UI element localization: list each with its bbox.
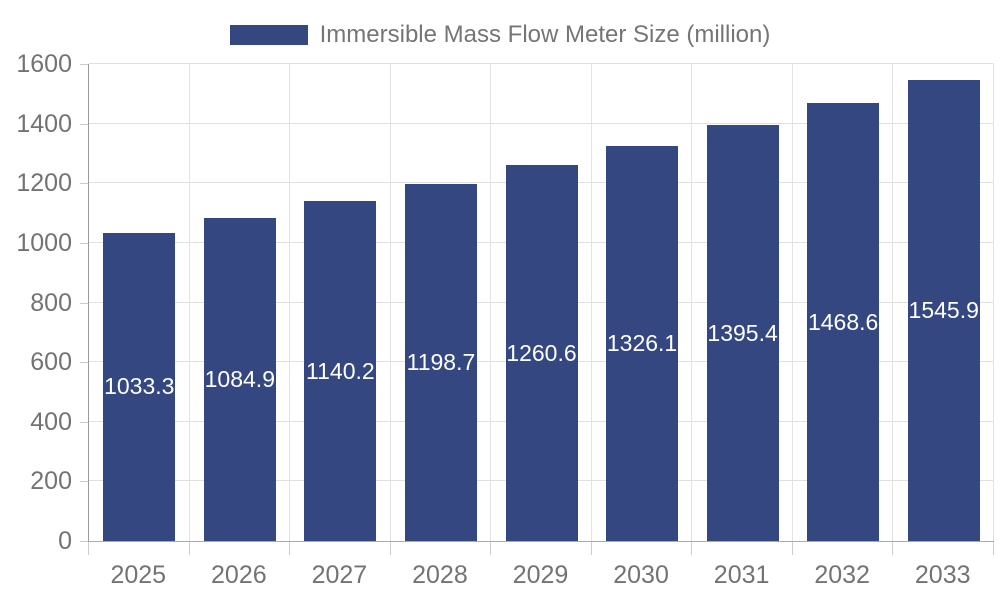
- x-gridline: [289, 64, 291, 541]
- x-axis-tick: [892, 542, 894, 555]
- x-axis-tick: [389, 542, 391, 555]
- y-tick-label: 400: [30, 407, 72, 436]
- y-tick-label: 200: [30, 467, 72, 496]
- y-axis-tick: [80, 183, 88, 185]
- x-axis-tick: [289, 542, 291, 555]
- legend-label: Immersible Mass Flow Meter Size (million…: [319, 21, 771, 48]
- bar-value-label: 1545.9: [908, 297, 979, 324]
- y-axis-tick: [80, 302, 88, 304]
- y-axis-tick: [80, 123, 88, 125]
- x-axis-tick: [188, 542, 190, 555]
- y-gridline: [89, 63, 994, 65]
- x-gridline: [590, 64, 592, 541]
- y-tick-label: 600: [30, 348, 72, 377]
- x-gridline: [892, 64, 894, 541]
- y-tick-label: 1000: [16, 228, 72, 257]
- bar-2030[interactable]: 1326.1: [606, 145, 679, 541]
- x-gridline: [993, 64, 994, 541]
- bar-2033[interactable]: 1545.9: [907, 80, 980, 541]
- y-gridline: [89, 122, 994, 124]
- x-tick-label-2029: 2029: [512, 561, 569, 589]
- bar-2028[interactable]: 1198.7: [404, 183, 477, 541]
- x-tick-label-2026: 2026: [211, 561, 267, 589]
- x-tick-label-2033: 2033: [914, 561, 971, 589]
- x-gridline: [691, 64, 693, 541]
- plot-area: 1033.3 1084.9 1140.2 1198.7 1260.6 1326.1 1395…: [88, 63, 994, 542]
- bar-2025[interactable]: 1033.3: [103, 232, 176, 541]
- y-axis-tick: [80, 64, 88, 65]
- x-tick-label-2031: 2031: [713, 561, 770, 589]
- bar-2026[interactable]: 1084.9: [203, 217, 276, 541]
- bar-value-label: 1084.9: [204, 365, 275, 392]
- x-axis-tick: [590, 542, 592, 555]
- x-axis-tick: [791, 542, 793, 555]
- bar-value-label: 1140.2: [306, 357, 375, 384]
- y-axis-tick: [80, 421, 88, 423]
- y-tick-label: 1200: [16, 169, 72, 198]
- x-axis-tick: [490, 542, 492, 555]
- bar-value-label: 1468.6: [807, 308, 879, 335]
- x-tick-label-2032: 2032: [814, 561, 870, 589]
- x-gridline: [791, 64, 793, 541]
- legend-swatch: [229, 25, 308, 45]
- y-axis-tick: [80, 362, 88, 364]
- x-gridline: [490, 64, 492, 541]
- bar-2027[interactable]: 1140.2: [304, 201, 377, 541]
- y-tick-label: 0: [58, 527, 72, 555]
- bar-value-label: 1395.4: [707, 319, 778, 346]
- x-gridline: [389, 64, 391, 541]
- y-axis-tick: [80, 481, 88, 483]
- y-tick-label: 1600: [16, 50, 72, 78]
- bar-2032[interactable]: 1468.6: [807, 103, 880, 541]
- x-gridline: [188, 64, 190, 541]
- y-tick-label: 800: [30, 288, 72, 317]
- bar-2029[interactable]: 1260.6: [505, 165, 578, 541]
- x-tick-label-2030: 2030: [613, 561, 669, 589]
- x-axis-tick: [993, 542, 994, 555]
- y-axis-tick: [80, 541, 88, 542]
- bar-value-label: 1033.3: [104, 373, 175, 400]
- legend-item[interactable]: Immersible Mass Flow Meter Size (million…: [0, 21, 1000, 49]
- bar-value-label: 1260.6: [506, 339, 577, 366]
- x-tick-label-2025: 2025: [110, 561, 167, 589]
- bar-value-label: 1198.7: [406, 348, 476, 375]
- bar-value-label: 1326.1: [606, 329, 678, 356]
- y-tick-label: 1400: [16, 109, 72, 138]
- bar-2031[interactable]: 1395.4: [706, 125, 779, 541]
- x-axis-tick: [88, 542, 89, 555]
- y-axis-tick: [80, 242, 88, 244]
- x-tick-label-2028: 2028: [412, 561, 468, 589]
- x-axis-tick: [691, 542, 693, 555]
- x-tick-label-2027: 2027: [311, 561, 368, 589]
